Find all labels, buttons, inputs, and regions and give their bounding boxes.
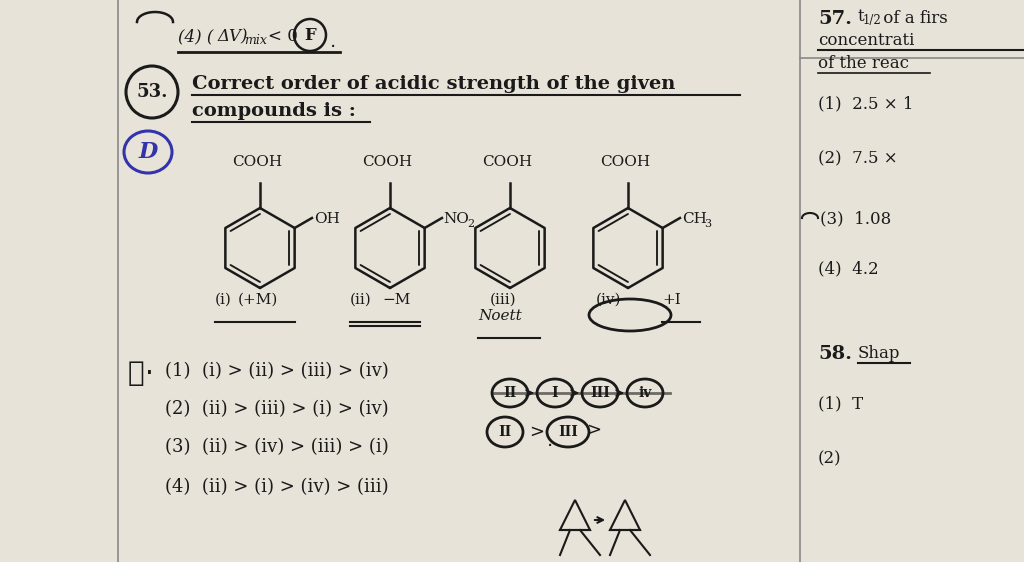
- Text: (2): (2): [818, 450, 842, 467]
- Text: mix: mix: [244, 34, 267, 47]
- Text: compounds is :: compounds is :: [193, 102, 356, 120]
- Text: II: II: [499, 425, 512, 439]
- Text: 3: 3: [703, 219, 711, 229]
- Text: ΔV): ΔV): [218, 28, 249, 45]
- Text: 58.: 58.: [818, 345, 852, 363]
- Text: < 0: < 0: [268, 28, 298, 45]
- Text: .: .: [330, 32, 336, 51]
- Text: (2)  (ii) > (iii) > (i) > (iv): (2) (ii) > (iii) > (i) > (iv): [165, 400, 389, 418]
- Text: ·: ·: [145, 360, 154, 388]
- Text: Correct order of acidic strength of the given: Correct order of acidic strength of the …: [193, 75, 676, 93]
- Text: 57.: 57.: [818, 10, 852, 28]
- Text: iv: iv: [638, 386, 651, 400]
- Text: COOH: COOH: [482, 155, 532, 169]
- Text: >: >: [587, 421, 601, 439]
- Text: 2: 2: [468, 219, 475, 229]
- Text: −M: −M: [382, 293, 411, 307]
- Text: t: t: [858, 8, 864, 25]
- Text: I: I: [552, 386, 558, 400]
- Text: OH: OH: [313, 212, 340, 226]
- Text: (3)  1.08: (3) 1.08: [820, 210, 891, 227]
- Text: of the reac: of the reac: [818, 55, 909, 72]
- Text: D: D: [138, 141, 158, 163]
- Text: (4)  4.2: (4) 4.2: [818, 260, 879, 277]
- Text: CH: CH: [682, 212, 707, 226]
- Text: (1)  2.5 × 1: (1) 2.5 × 1: [818, 95, 913, 112]
- Text: >: >: [529, 423, 545, 441]
- Text: (ii): (ii): [350, 293, 372, 307]
- Text: .: .: [547, 430, 553, 450]
- Text: (4) (: (4) (: [178, 28, 213, 45]
- Text: COOH: COOH: [600, 155, 650, 169]
- Text: (4)  (ii) > (i) > (iv) > (iii): (4) (ii) > (i) > (iv) > (iii): [165, 478, 389, 496]
- Text: COOH: COOH: [232, 155, 283, 169]
- Text: concentrati: concentrati: [818, 32, 914, 49]
- Text: Shap: Shap: [858, 345, 900, 362]
- Text: ✕: ✕: [128, 360, 144, 387]
- Text: COOH: COOH: [362, 155, 412, 169]
- Text: III: III: [558, 425, 578, 439]
- Text: NO: NO: [443, 212, 470, 226]
- Text: +I: +I: [662, 293, 681, 307]
- Text: 53.: 53.: [136, 83, 168, 101]
- Text: of a firs: of a firs: [878, 10, 948, 27]
- Text: (1)  (i) > (ii) > (iii) > (iv): (1) (i) > (ii) > (iii) > (iv): [165, 362, 389, 380]
- Text: (1)  T: (1) T: [818, 395, 863, 412]
- Text: II: II: [504, 386, 517, 400]
- Text: Noett: Noett: [478, 309, 522, 323]
- Text: 1/2: 1/2: [863, 14, 882, 27]
- Text: F: F: [304, 26, 315, 43]
- Text: III: III: [590, 386, 610, 400]
- Text: (3)  (ii) > (iv) > (iii) > (i): (3) (ii) > (iv) > (iii) > (i): [165, 438, 389, 456]
- Text: (iii): (iii): [490, 293, 517, 307]
- Text: (2)  7.5 ×: (2) 7.5 ×: [818, 150, 898, 167]
- Text: (i): (i): [215, 293, 231, 307]
- Text: (iv): (iv): [596, 293, 622, 307]
- Text: (+M): (+M): [238, 293, 279, 307]
